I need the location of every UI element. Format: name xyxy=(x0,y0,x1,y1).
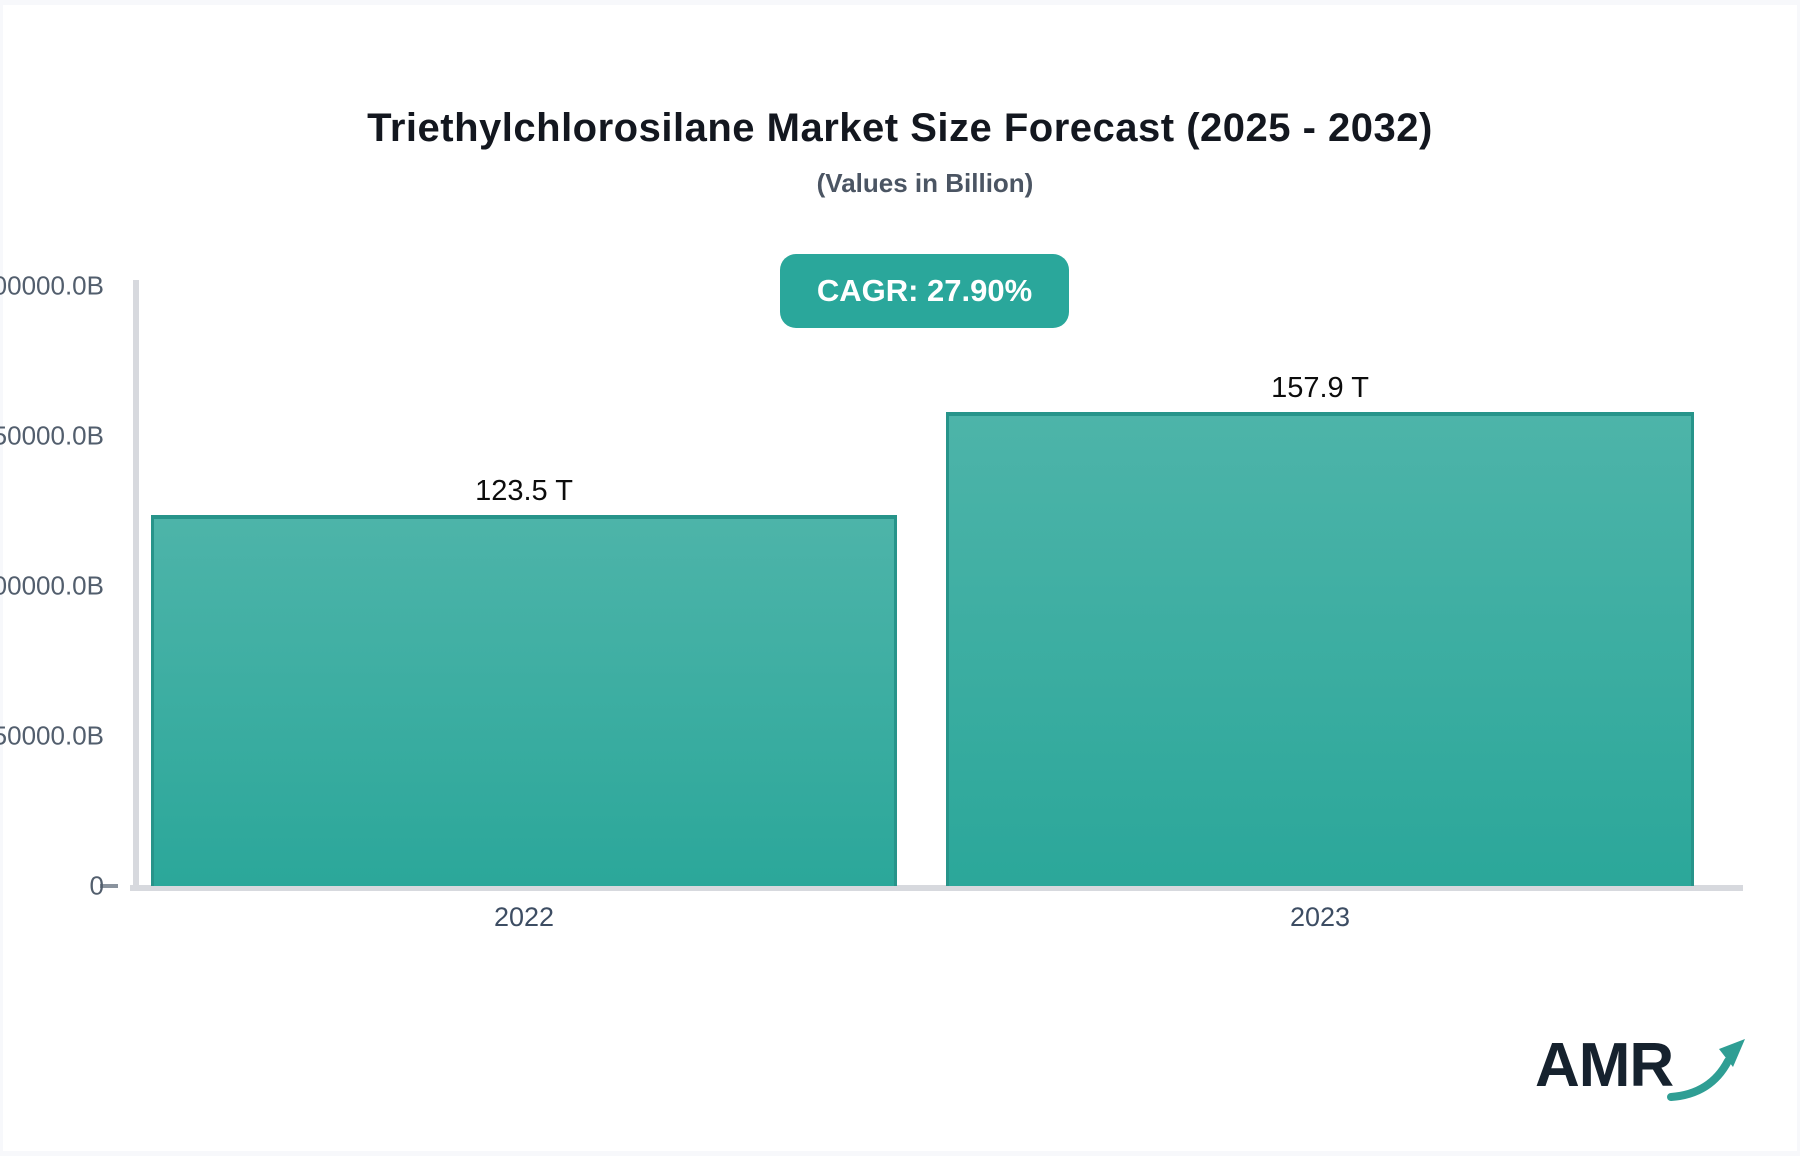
growth-arrow-icon xyxy=(1667,1036,1751,1107)
y-tick-label: 100000.0B xyxy=(0,570,104,601)
y-tick-label: 50000.0B xyxy=(0,720,104,751)
cagr-badge: CAGR: 27.90% xyxy=(780,254,1069,328)
zero-tick-mark xyxy=(100,884,118,888)
brand-logo: AMR xyxy=(1535,1030,1751,1107)
y-axis-line xyxy=(133,280,139,891)
y-tick-label: 0 xyxy=(89,870,104,901)
x-tick-label-2022: 2022 xyxy=(493,902,555,932)
x-axis-line xyxy=(130,885,1743,891)
y-tick-label: 200000.0B xyxy=(0,270,104,301)
bar-value-label: 123.5 T xyxy=(475,475,573,507)
bar-2023[interactable] xyxy=(946,412,1694,886)
x-tick-label-2023: 2023 xyxy=(1289,902,1351,932)
bar-2022[interactable] xyxy=(151,515,897,886)
brand-logo-text: AMR xyxy=(1535,1031,1674,1100)
chart-subtitle: (Values in Billion) xyxy=(816,168,1034,198)
bar-value-label: 157.9 T xyxy=(1271,372,1369,404)
chart-title: Triethylchlorosilane Market Size Forecas… xyxy=(367,106,1433,150)
y-tick-label: 150000.0B xyxy=(0,420,104,451)
